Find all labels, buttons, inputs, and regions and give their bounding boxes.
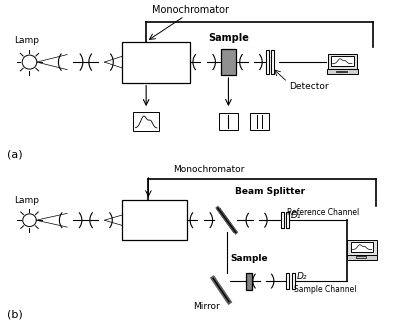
Bar (326, 69, 357, 74)
Bar (249, 113, 268, 130)
Bar (285, 212, 288, 228)
Bar (350, 242, 373, 252)
Bar (265, 50, 268, 74)
Text: Sample: Sample (207, 33, 248, 43)
Bar (285, 273, 289, 289)
Bar (355, 256, 366, 258)
Bar (280, 212, 283, 228)
Text: Reference Channel: Reference Channel (286, 208, 358, 217)
Text: Sample Channel: Sample Channel (294, 285, 356, 294)
Bar (122, 200, 187, 240)
Text: Detector: Detector (288, 82, 328, 91)
Text: D₂: D₂ (296, 272, 306, 281)
Bar (271, 50, 274, 74)
Text: Lamp: Lamp (14, 36, 39, 45)
Bar (336, 71, 346, 72)
Text: Sample: Sample (230, 254, 268, 262)
Text: (b): (b) (7, 309, 23, 319)
Text: Lamp: Lamp (14, 196, 39, 205)
Text: Monochromator: Monochromator (173, 165, 244, 174)
Text: (a): (a) (7, 149, 23, 159)
Bar (327, 54, 356, 69)
Bar (330, 56, 353, 66)
Bar (218, 113, 237, 130)
Bar (133, 112, 159, 131)
Bar (220, 49, 236, 75)
Text: Mirror: Mirror (193, 302, 220, 311)
Text: Beam Splitter: Beam Splitter (235, 187, 304, 196)
Text: D₁: D₁ (290, 212, 301, 220)
Bar (346, 255, 376, 260)
Text: Monochromator: Monochromator (151, 5, 228, 15)
Bar (347, 240, 376, 255)
Bar (291, 273, 294, 289)
Bar (246, 272, 252, 290)
Bar (122, 41, 190, 83)
